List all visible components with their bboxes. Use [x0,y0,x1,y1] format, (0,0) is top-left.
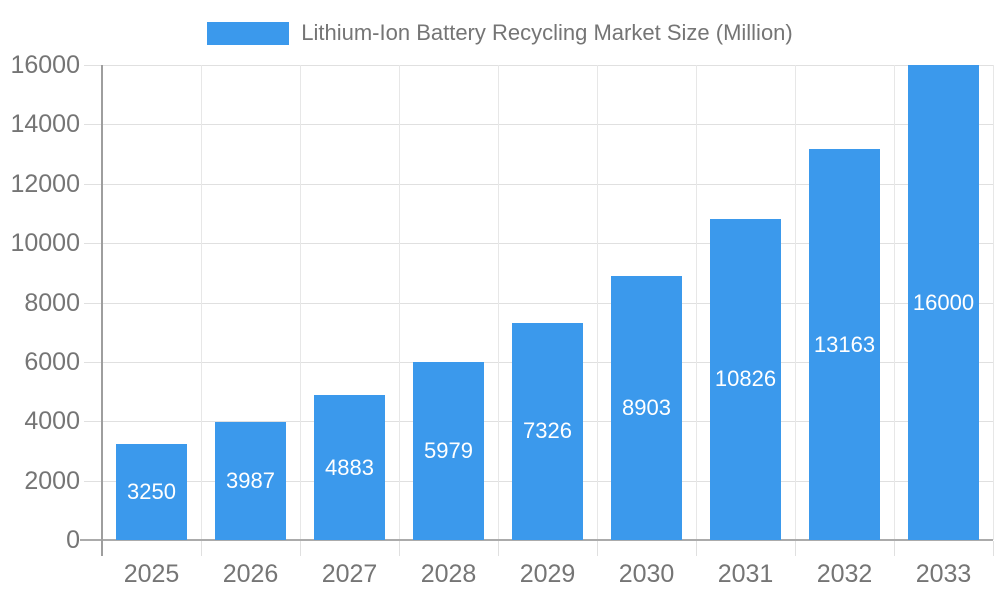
gridline-vertical [498,65,499,540]
bar-value-label: 3987 [226,467,275,493]
gridline-horizontal [84,243,993,245]
y-axis-tick-label: 4000 [24,407,80,436]
x-axis-line [80,539,993,541]
gridline-horizontal [84,124,993,126]
x-axis-tick-label: 2029 [519,560,576,588]
gridline-vertical [993,65,994,540]
gridline-vertical [894,65,895,540]
x-axis-tick [696,541,697,556]
x-axis-tick [201,541,202,556]
x-axis-tick [597,541,598,556]
bar-value-label: 10826 [714,366,777,392]
bar [413,362,484,540]
bar-value-label: 7326 [523,418,572,444]
bar-value-label: 16000 [912,289,975,315]
x-axis-tick [795,541,796,556]
bar-value-label: 4883 [325,454,374,480]
bar-value-label: 3250 [127,478,176,504]
x-axis-tick-label: 2030 [618,560,675,588]
bar-value-label: 8903 [622,394,671,420]
y-axis-tick-label: 12000 [10,169,80,198]
bar [116,443,187,540]
x-axis-tick-label: 2031 [717,560,774,588]
gridline-vertical [300,65,301,540]
gridline-vertical [201,65,202,540]
bar [611,275,682,540]
x-axis-tick-label: 2026 [222,560,279,588]
bar [215,421,286,540]
bar [908,65,979,540]
x-axis-tick-label: 2027 [321,560,378,588]
y-axis-tick-label: 8000 [24,288,80,317]
x-axis-tick [894,541,895,556]
x-axis-tick [498,541,499,556]
bar [512,322,583,540]
y-axis-line [101,65,103,556]
y-axis-tick-label: 14000 [10,110,80,139]
x-axis-tick-label: 2033 [915,560,972,588]
gridline-vertical [795,65,796,540]
legend-swatch-icon [207,21,290,45]
x-axis-tick [399,541,400,556]
bar [314,395,385,540]
gridline-horizontal [84,65,993,66]
gridline-vertical [597,65,598,540]
x-axis-tick-label: 2028 [420,560,477,588]
chart-legend[interactable]: Lithium-Ion Battery Recycling Market Siz… [0,20,1000,46]
legend-label: Lithium-Ion Battery Recycling Market Siz… [301,20,793,45]
gridline-horizontal [84,302,993,304]
y-axis-tick-label: 16000 [10,51,80,79]
bar-value-label: 5979 [424,438,473,464]
bar [710,218,781,540]
gridline-vertical [696,65,697,540]
y-axis-tick-label: 6000 [24,347,80,376]
x-axis-tick [993,541,994,556]
x-axis-tick-label: 2025 [123,560,180,588]
y-axis-tick-label: 2000 [24,466,80,495]
gridline-horizontal [84,183,993,185]
gridline-vertical [399,65,400,540]
bar-value-label: 13163 [813,331,876,357]
y-axis-tick-label: 0 [66,526,80,554]
x-axis-tick-label: 2032 [816,560,873,588]
y-axis-tick-label: 10000 [10,229,80,258]
x-axis-tick [300,541,301,556]
bar [809,149,880,540]
